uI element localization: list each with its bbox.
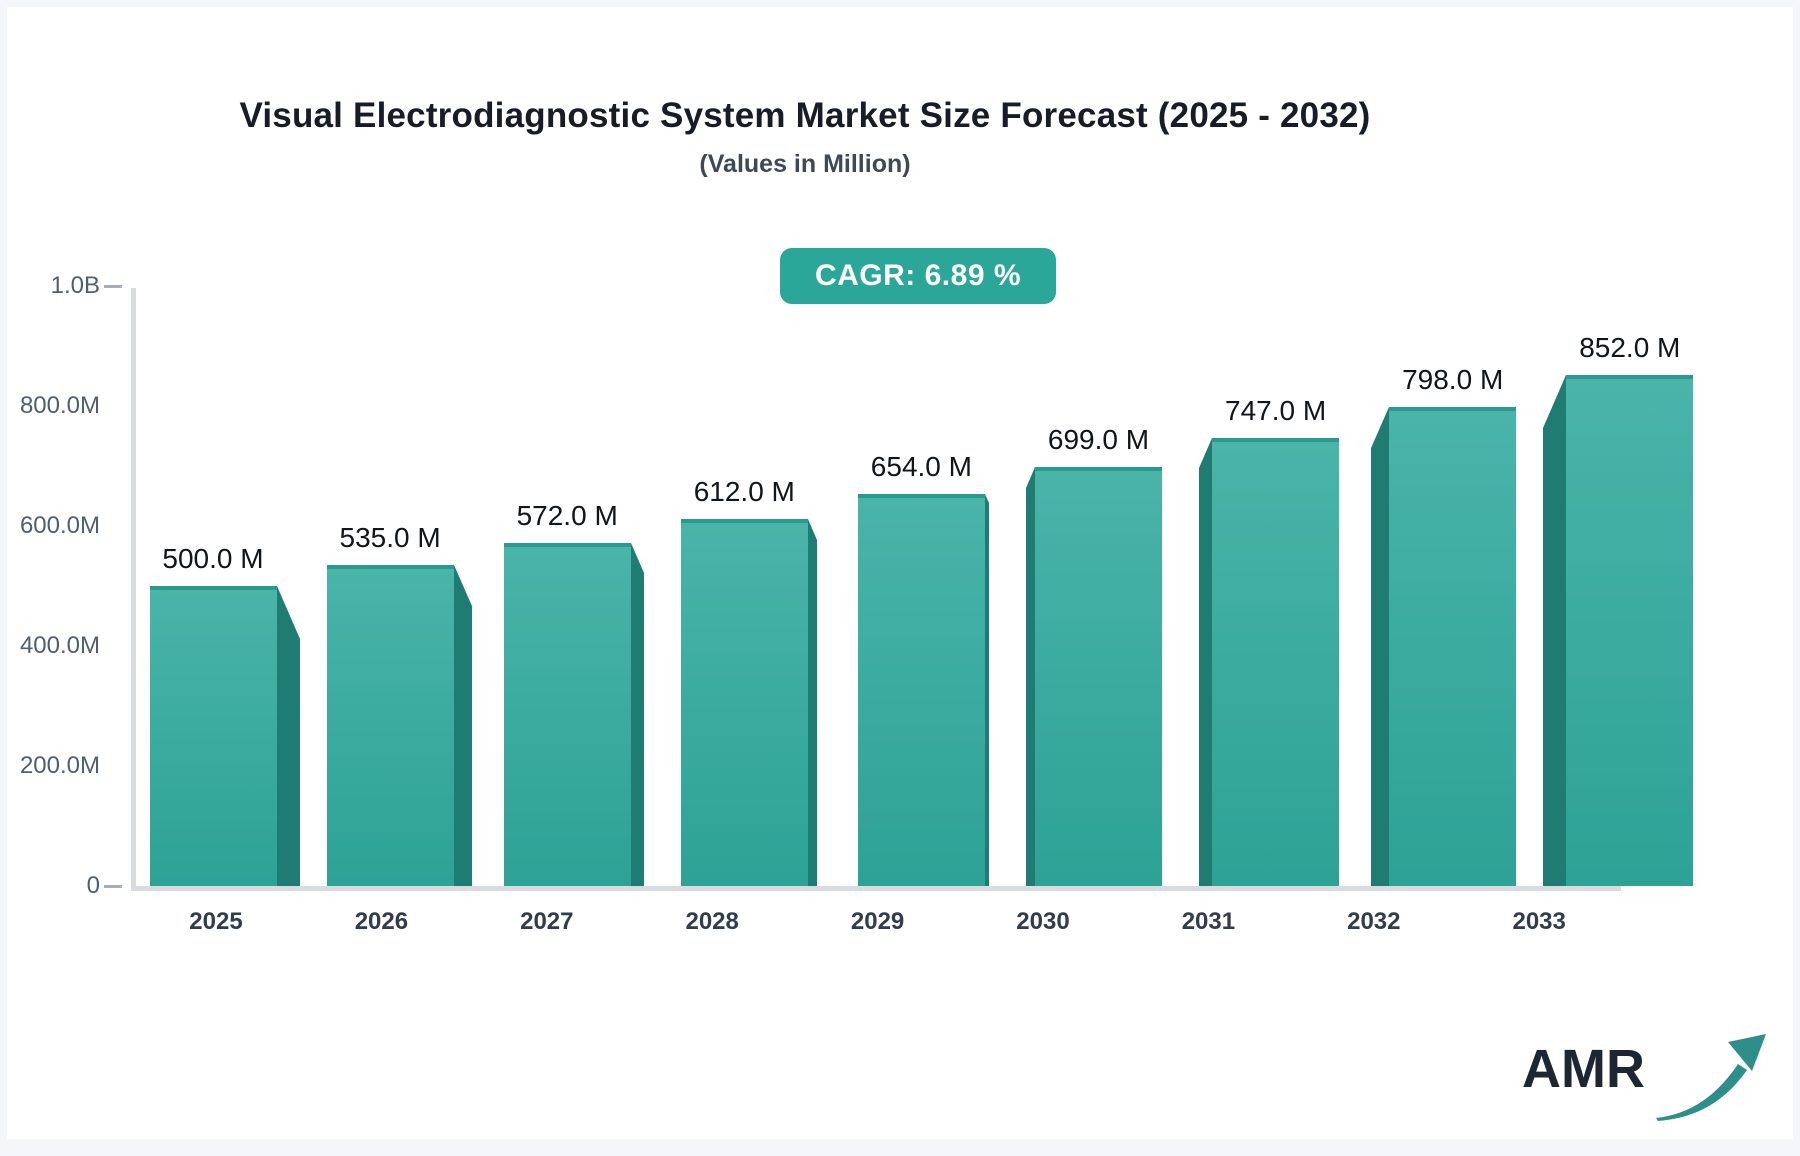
y-axis-line [131,288,136,888]
bar-face[interactable] [149,586,277,886]
bar-value-label: 535.0 M [339,522,441,553]
bar-2026[interactable] [326,565,472,886]
bar-value-label: 852.0 M [1579,332,1681,363]
bar-2029[interactable] [857,494,989,886]
x-axis-label-2028: 2028 [685,908,739,935]
bar-bevel [984,494,989,886]
x-axis-label-2029: 2029 [850,908,905,935]
bar-value-label: 654.0 M [870,451,972,482]
bar-face[interactable] [326,565,454,886]
bar-value-label: 798.0 M [1402,364,1504,395]
y-axis-tick-label: 400.0M [19,632,100,659]
y-axis-tick-label: 600.0M [19,512,100,539]
y-axis-tick-mark [104,285,122,288]
bar-bevel [1199,438,1213,886]
amr-logo: AMR [1522,1030,1772,1121]
bar-top-edge [1035,467,1162,471]
bar-top-edge [503,543,631,547]
bar-value-label: 500.0 M [162,543,264,574]
chart-title: Visual Electrodiagnostic System Market S… [239,96,1371,135]
amr-logo-text: AMR [1522,1039,1645,1099]
bar-top-edge [1212,438,1340,442]
bar-face[interactable] [1566,375,1694,886]
bar-2031[interactable] [1199,438,1340,886]
bar-face[interactable] [1035,467,1162,886]
bar-face[interactable] [1389,407,1517,886]
bar-top-edge [149,586,277,590]
y-axis-tick-label: 200.0M [19,752,100,779]
bar-top-edge [1566,375,1694,379]
bar-bevel [630,543,644,886]
x-axis-label-2026: 2026 [354,908,409,935]
bar-face[interactable] [1212,438,1340,886]
y-axis-tick-label: 800.0M [19,392,100,419]
x-axis-line [131,886,1621,891]
x-axis-label-2032: 2032 [1347,908,1401,935]
x-axis-label-2033: 2033 [1512,908,1566,935]
bar-bevel [1543,375,1567,886]
bar-bevel [276,586,300,886]
bar-bevel [1026,467,1035,886]
bar-bevel [453,565,472,886]
bar-value-label: 747.0 M [1225,395,1327,426]
bar-value-label: 699.0 M [1047,424,1150,455]
x-axis-label-2030: 2030 [1016,908,1070,935]
bar-2027[interactable] [503,543,644,886]
y-axis-tick-mark [104,885,122,888]
growth-arrow-icon [1656,1034,1766,1121]
bar-2028[interactable] [680,519,817,886]
x-axis-label-2025: 2025 [189,908,243,935]
bar-2025[interactable] [149,586,300,886]
bar-top-edge [1389,407,1517,411]
chart-subtitle: (Values in Million) [699,150,911,178]
bar-2030[interactable] [1026,467,1162,886]
x-axis-label-2031: 2031 [1181,908,1236,935]
cagr-badge-label: CAGR: 6.89 % [814,259,1022,292]
bar-value-label: 612.0 M [693,476,795,507]
x-axis-label-2027: 2027 [520,908,574,935]
bar-top-edge [857,494,985,498]
bar-top-edge [326,565,454,569]
bar-bevel [1371,407,1390,886]
bar-face[interactable] [503,543,631,886]
bar-face[interactable] [857,494,985,886]
y-axis-tick-label: 1.0B [50,272,100,299]
bar-top-edge [680,519,808,523]
y-axis-tick-label: 0 [86,872,100,899]
cagr-badge: CAGR: 6.89 % [780,248,1056,304]
bar-2032[interactable] [1371,407,1517,886]
bar-2033[interactable] [1543,375,1694,886]
bar-value-label: 572.0 M [516,500,618,531]
bar-bevel [807,519,817,886]
bar-face[interactable] [680,519,808,886]
